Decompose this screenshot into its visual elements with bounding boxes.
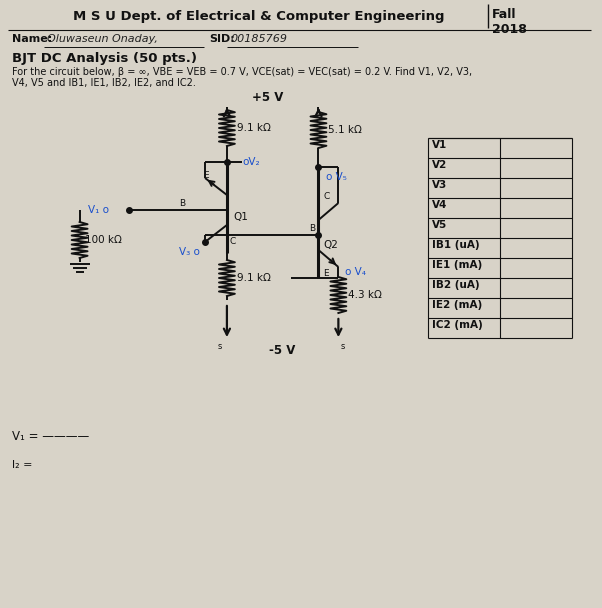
Text: 00185769: 00185769 bbox=[231, 34, 288, 44]
Text: For the circuit below, β = ∞, VBE = VEB = 0.7 V, VCE(sat) = VEC(sat) = 0.2 V. Fi: For the circuit below, β = ∞, VBE = VEB … bbox=[12, 67, 472, 77]
Text: V5: V5 bbox=[432, 220, 447, 230]
Text: E: E bbox=[203, 171, 209, 180]
Text: IE2 (mA): IE2 (mA) bbox=[432, 300, 482, 310]
Text: Q1: Q1 bbox=[233, 212, 248, 222]
Text: M S U Dept. of Electrical & Computer Engineering: M S U Dept. of Electrical & Computer Eng… bbox=[73, 10, 444, 23]
Text: IC2 (mA): IC2 (mA) bbox=[432, 320, 483, 330]
Text: C: C bbox=[323, 192, 330, 201]
Text: BJT DC Analysis (50 pts.): BJT DC Analysis (50 pts.) bbox=[12, 52, 197, 65]
Text: s: s bbox=[340, 342, 345, 351]
Text: +5 V: +5 V bbox=[252, 91, 284, 104]
Text: V1: V1 bbox=[432, 140, 447, 150]
Text: Q2: Q2 bbox=[323, 240, 338, 250]
Text: Oluwaseun Onaday,: Oluwaseun Onaday, bbox=[47, 34, 158, 44]
Text: SID:: SID: bbox=[209, 34, 235, 44]
Text: 4.3 kΩ: 4.3 kΩ bbox=[349, 290, 382, 300]
Text: 9.1 kΩ: 9.1 kΩ bbox=[237, 273, 271, 283]
Text: s: s bbox=[217, 342, 222, 351]
Text: V4, V5 and IB1, IE1, IB2, IE2, and IC2.: V4, V5 and IB1, IE1, IB2, IE2, and IC2. bbox=[12, 78, 196, 88]
Text: E: E bbox=[323, 269, 329, 278]
Text: V₁ o: V₁ o bbox=[88, 205, 110, 215]
Text: IE1 (mA): IE1 (mA) bbox=[432, 260, 482, 270]
Text: IB1 (uA): IB1 (uA) bbox=[432, 240, 480, 250]
Text: 5.1 kΩ: 5.1 kΩ bbox=[329, 125, 362, 135]
Text: V4: V4 bbox=[432, 200, 447, 210]
Text: Name:: Name: bbox=[12, 34, 52, 44]
Text: -5 V: -5 V bbox=[270, 344, 296, 357]
Text: 9.1 kΩ: 9.1 kΩ bbox=[237, 123, 271, 133]
Text: 100 kΩ: 100 kΩ bbox=[85, 235, 122, 245]
Text: V3: V3 bbox=[432, 180, 447, 190]
Text: B: B bbox=[309, 224, 315, 233]
Text: o V₅: o V₅ bbox=[326, 172, 347, 182]
Text: o V₄: o V₄ bbox=[346, 267, 367, 277]
Text: V2: V2 bbox=[432, 160, 447, 170]
Text: oV₂: oV₂ bbox=[243, 157, 261, 167]
Text: V₁ = ————: V₁ = ———— bbox=[12, 430, 89, 443]
Text: C: C bbox=[230, 237, 236, 246]
Text: V₃ o: V₃ o bbox=[179, 247, 200, 257]
Text: IB2 (uA): IB2 (uA) bbox=[432, 280, 480, 290]
Text: l₂ =: l₂ = bbox=[12, 460, 33, 470]
Text: Fall
2018: Fall 2018 bbox=[492, 8, 527, 36]
Text: B: B bbox=[179, 199, 185, 208]
